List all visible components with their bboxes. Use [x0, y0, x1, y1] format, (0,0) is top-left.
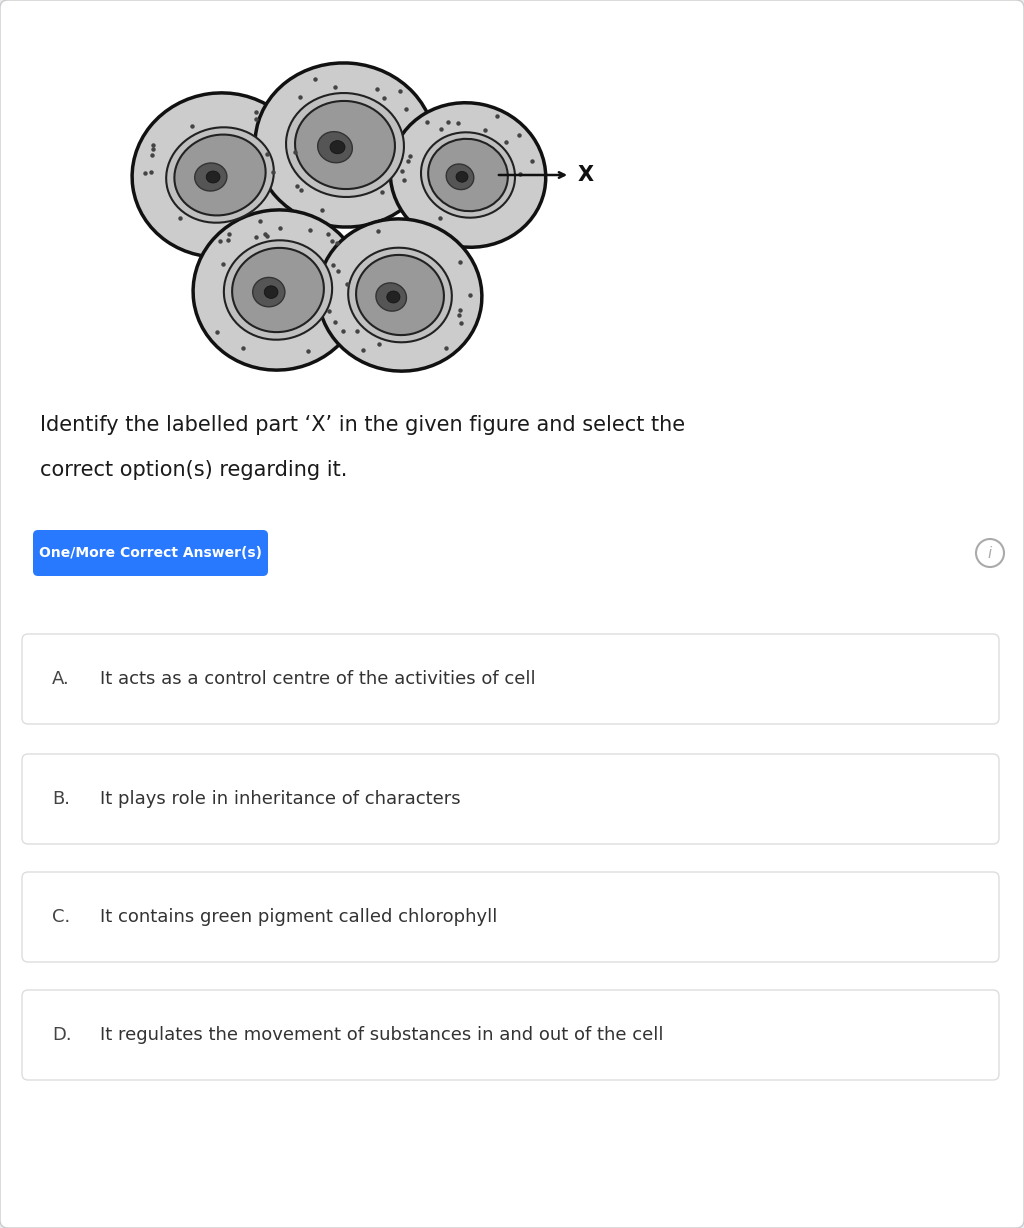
FancyBboxPatch shape [22, 754, 999, 844]
Text: It contains green pigment called chlorophyll: It contains green pigment called chlorop… [100, 907, 498, 926]
Ellipse shape [318, 219, 482, 371]
Text: X: X [578, 165, 594, 185]
Ellipse shape [317, 131, 352, 163]
Ellipse shape [421, 133, 515, 217]
Ellipse shape [166, 128, 273, 222]
Ellipse shape [390, 103, 546, 247]
Ellipse shape [195, 163, 227, 192]
FancyBboxPatch shape [22, 990, 999, 1079]
Ellipse shape [253, 278, 285, 307]
Text: It acts as a control centre of the activities of cell: It acts as a control centre of the activ… [100, 670, 536, 688]
FancyBboxPatch shape [22, 634, 999, 725]
Ellipse shape [376, 282, 407, 311]
Ellipse shape [174, 135, 265, 215]
Ellipse shape [224, 241, 332, 340]
Ellipse shape [232, 248, 324, 332]
Text: C.: C. [52, 907, 71, 926]
Text: D.: D. [52, 1027, 72, 1044]
Text: One/More Correct Answer(s): One/More Correct Answer(s) [39, 546, 262, 560]
Text: Identify the labelled part ‘X’ in the given figure and select the: Identify the labelled part ‘X’ in the gi… [40, 415, 685, 435]
Ellipse shape [255, 63, 435, 227]
Text: A.: A. [52, 670, 70, 688]
FancyBboxPatch shape [33, 530, 268, 576]
Ellipse shape [295, 101, 395, 189]
Text: It regulates the movement of substances in and out of the cell: It regulates the movement of substances … [100, 1027, 664, 1044]
Ellipse shape [194, 210, 362, 370]
Ellipse shape [330, 140, 345, 154]
Ellipse shape [446, 165, 474, 189]
FancyBboxPatch shape [22, 872, 999, 962]
Text: i: i [988, 546, 992, 561]
Text: correct option(s) regarding it.: correct option(s) regarding it. [40, 460, 347, 480]
Text: B.: B. [52, 790, 70, 808]
Ellipse shape [456, 172, 468, 182]
Ellipse shape [356, 255, 444, 335]
Text: It plays role in inheritance of characters: It plays role in inheritance of characte… [100, 790, 461, 808]
Ellipse shape [132, 93, 308, 257]
Ellipse shape [387, 291, 400, 303]
Ellipse shape [264, 286, 278, 298]
Ellipse shape [206, 171, 220, 183]
Ellipse shape [348, 248, 452, 343]
Ellipse shape [428, 139, 508, 211]
Ellipse shape [286, 93, 403, 196]
